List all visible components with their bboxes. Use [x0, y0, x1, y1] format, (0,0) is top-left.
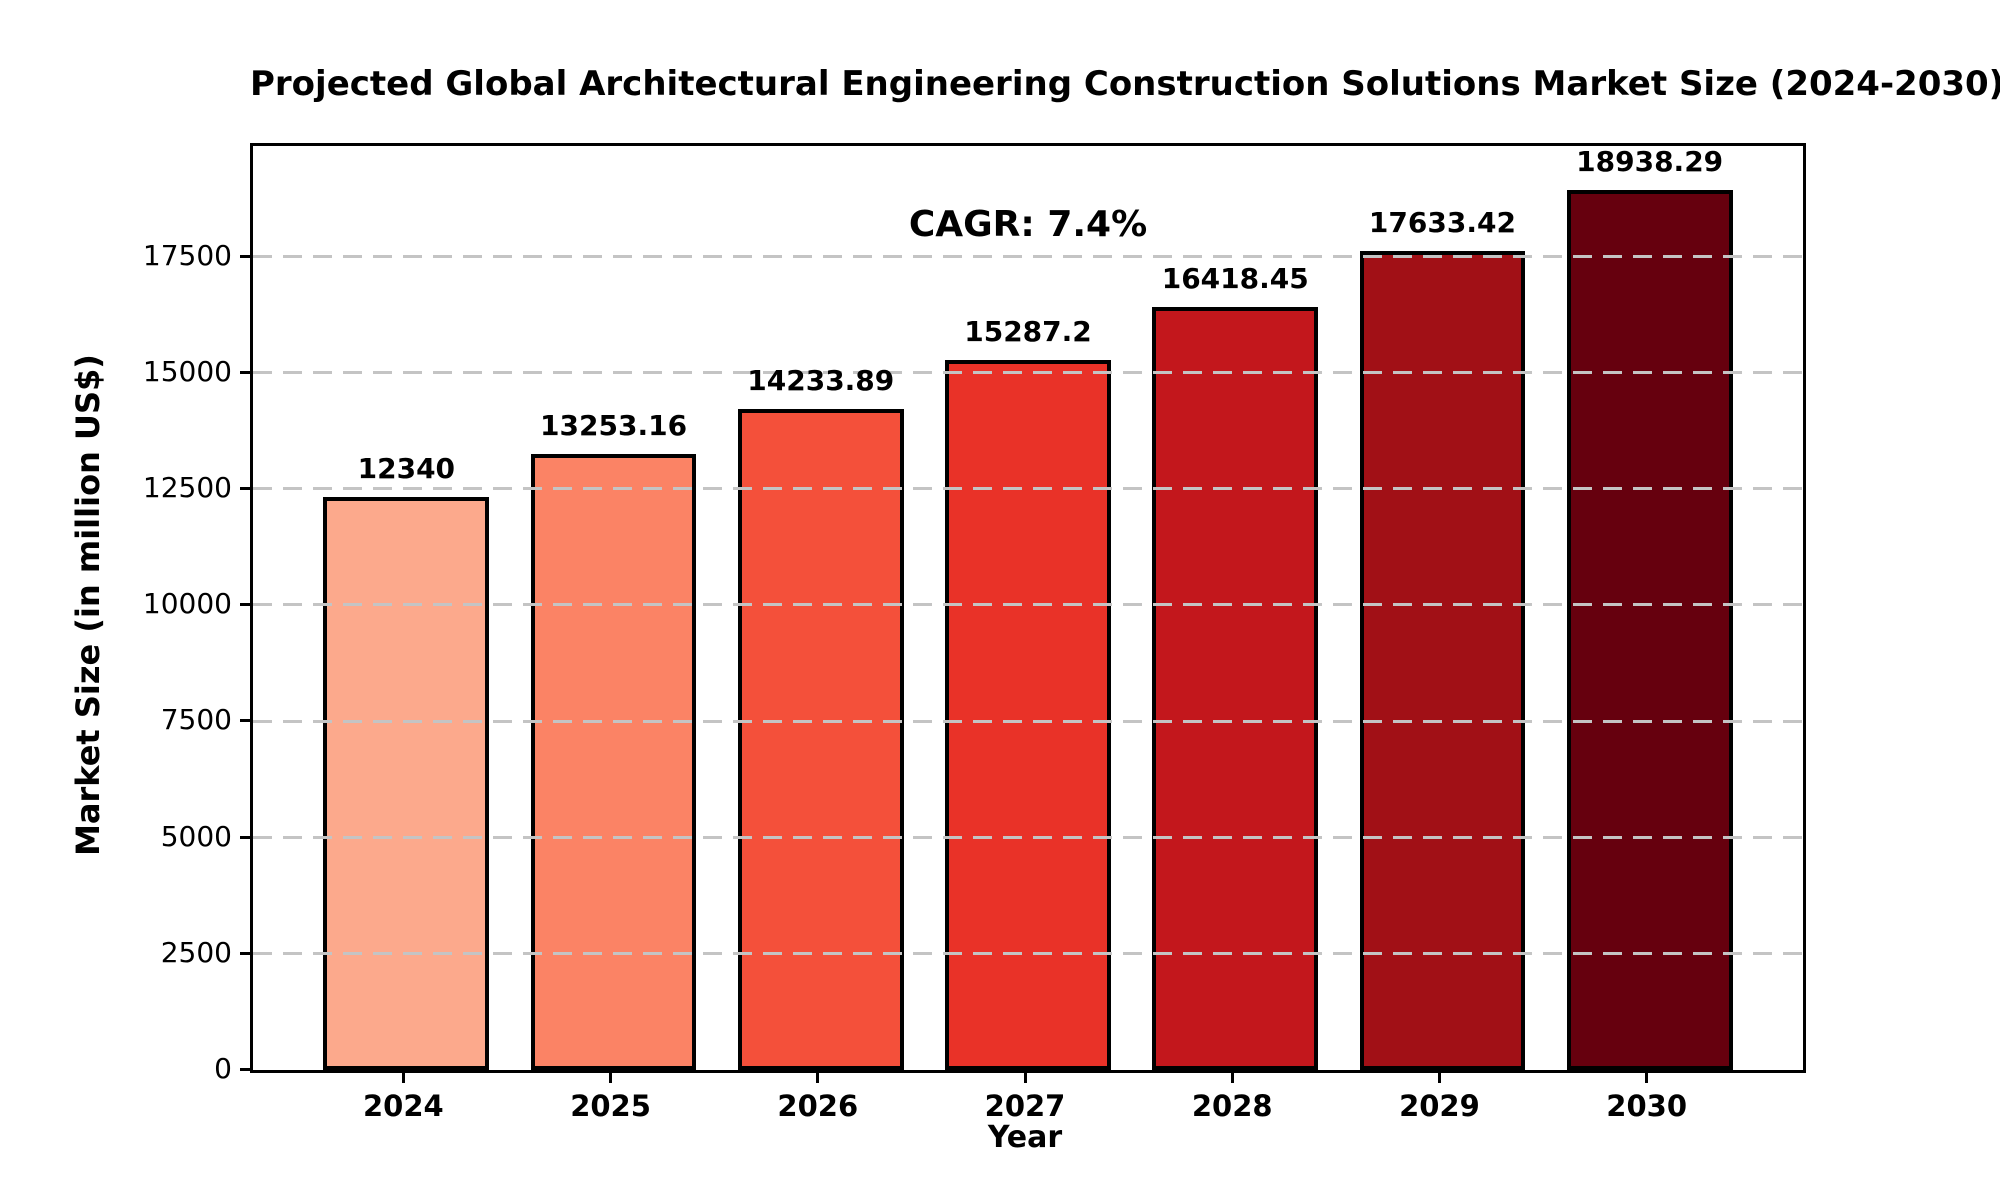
- y-tick-label-5000: 5000: [160, 819, 232, 853]
- bar-2024: [323, 496, 490, 1070]
- y-tick-mark-12500: [240, 487, 250, 491]
- chart-title: Projected Global Architectural Engineeri…: [250, 64, 2000, 104]
- x-tick-mark-2024: [401, 1073, 405, 1083]
- y-tick-label-12500: 12500: [142, 471, 232, 505]
- y-tick-mark-10000: [240, 603, 250, 607]
- y-tick-label-17500: 17500: [142, 238, 232, 272]
- x-tick-label-2028: 2028: [1191, 1089, 1273, 1123]
- y-tick-mark-0: [240, 1068, 250, 1071]
- x-tick-label-2025: 2025: [570, 1089, 651, 1123]
- x-tick-mark-2026: [816, 1073, 820, 1083]
- bar-value-label-2027: 15287.2: [964, 314, 1092, 348]
- bar-value-label-2024: 12340: [357, 451, 456, 485]
- bar-2028: [1152, 307, 1319, 1070]
- x-tick-mark-2028: [1230, 1073, 1234, 1083]
- y-tick-mark-15000: [240, 370, 250, 374]
- x-tick-mark-2027: [1023, 1073, 1027, 1083]
- y-tick-label-10000: 10000: [142, 587, 232, 621]
- bar-2029: [1359, 250, 1526, 1070]
- bar-value-label-2030: 18938.29: [1576, 145, 1724, 178]
- bar-2027: [945, 359, 1111, 1070]
- bar-value-label-2029: 17633.42: [1368, 205, 1516, 239]
- bar-value-label-2025: 13253.16: [540, 409, 688, 443]
- bar-value-label-2028: 16418.45: [1161, 262, 1309, 296]
- bar-value-label-2026: 14233.89: [747, 363, 895, 397]
- y-tick-mark-17500: [240, 254, 250, 258]
- y-tick-label-7500: 7500: [160, 703, 232, 737]
- y-tick-label-2500: 2500: [160, 935, 232, 969]
- x-tick-label-2030: 2030: [1606, 1089, 1688, 1123]
- x-tick-label-2026: 2026: [777, 1089, 859, 1123]
- bar-2025: [530, 454, 697, 1070]
- y-tick-mark-7500: [240, 719, 250, 723]
- x-tick-label-2029: 2029: [1399, 1089, 1480, 1123]
- y-tick-mark-2500: [240, 951, 250, 955]
- x-tick-label-2027: 2027: [984, 1089, 1066, 1123]
- bar-2030: [1566, 190, 1733, 1070]
- x-tick-mark-2025: [609, 1073, 613, 1083]
- plot-area: 12340 13253.16 14233.89 15287.2 16418.45 1763…: [250, 143, 1806, 1073]
- bar-2026: [737, 408, 904, 1070]
- y-tick-mark-5000: [240, 835, 250, 839]
- x-axis-label: Year: [987, 1120, 1063, 1155]
- x-tick-mark-2029: [1437, 1073, 1441, 1083]
- y-tick-label-0: 0: [214, 1052, 232, 1085]
- x-tick-mark-2030: [1645, 1073, 1649, 1083]
- x-tick-label-2024: 2024: [362, 1089, 444, 1123]
- cagr-annotation: CAGR: 7.4%: [908, 204, 1148, 245]
- y-tick-label-15000: 15000: [142, 354, 232, 388]
